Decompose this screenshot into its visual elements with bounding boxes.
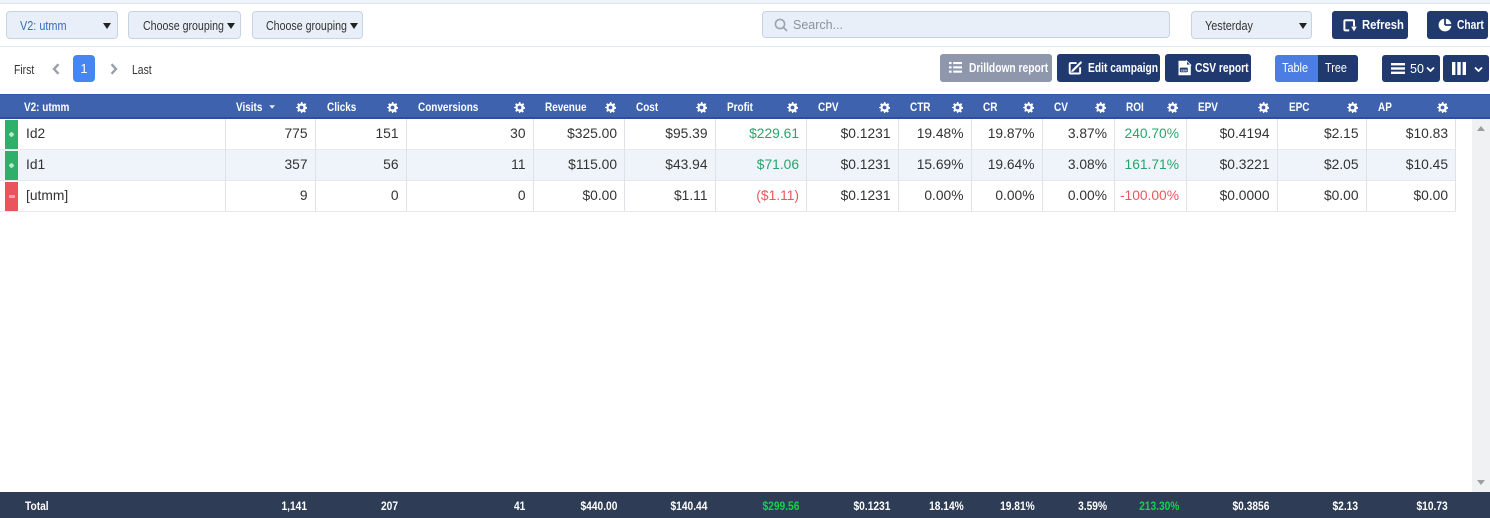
svg-text:csv: csv: [1181, 67, 1188, 72]
